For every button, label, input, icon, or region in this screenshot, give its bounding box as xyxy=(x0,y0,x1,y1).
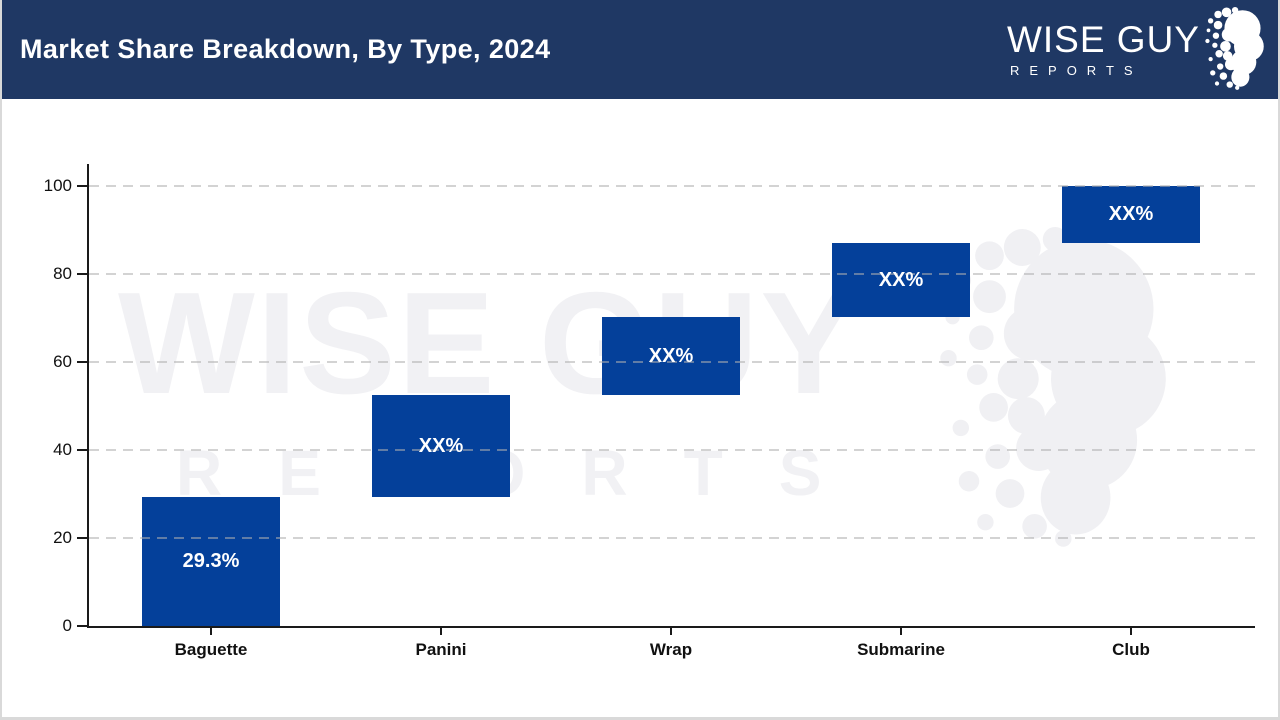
logo-text: WISE GUY REPORTS xyxy=(1007,21,1200,78)
x-axis-category-label: Club xyxy=(1112,640,1150,659)
y-tick-mark xyxy=(77,361,87,363)
page-title: Market Share Breakdown, By Type, 2024 xyxy=(20,34,551,64)
y-axis-tick-label: 100 xyxy=(43,176,72,195)
y-axis-tick-label: 20 xyxy=(53,528,72,547)
waterfall-chart: WISE GUY REPORTS 29.3% XX% XX% XX% XX% 0 20 40… xyxy=(0,99,1280,720)
gridline xyxy=(89,273,1255,275)
logo-subtitle: REPORTS xyxy=(1009,63,1143,78)
logo-head-icon xyxy=(1205,7,1264,90)
x-tick-mark xyxy=(210,628,212,635)
y-tick-mark xyxy=(77,449,87,451)
bar-segment xyxy=(372,395,510,498)
header-bar: Market Share Breakdown, By Type, 2024 WI… xyxy=(0,0,1280,99)
x-tick-mark xyxy=(670,628,672,635)
x-axis-category-label: Submarine xyxy=(857,640,945,659)
y-axis-tick-label: 0 xyxy=(62,616,72,635)
bar-segment xyxy=(602,317,740,395)
bar-segment xyxy=(832,243,970,318)
y-axis-tick-label: 60 xyxy=(53,352,72,371)
y-tick-mark xyxy=(77,625,87,627)
bar-value-label: XX% xyxy=(648,344,694,367)
y-axis-tick-label: 80 xyxy=(53,264,72,283)
x-tick-mark xyxy=(900,628,902,635)
gridline xyxy=(89,361,1255,363)
gridline xyxy=(89,537,1255,539)
wise-guy-logo: WISE GUY REPORTS xyxy=(1007,7,1266,92)
bar-value-label: 29.3% xyxy=(182,550,240,573)
y-axis-tick-label: 40 xyxy=(53,440,72,459)
x-axis-category-label: Baguette xyxy=(174,640,248,659)
bar-segment xyxy=(1062,186,1200,244)
bar-value-label: XX% xyxy=(1108,203,1154,226)
x-tick-mark xyxy=(1130,628,1132,635)
logo-wordmark: WISE GUY xyxy=(1006,19,1200,60)
bar-segment xyxy=(142,497,280,626)
x-axis-category-label: Wrap xyxy=(649,640,693,659)
bar-value-label: XX% xyxy=(878,268,924,291)
x-axis-category-label: Panini xyxy=(415,640,467,659)
y-tick-mark xyxy=(77,185,87,187)
y-tick-mark xyxy=(77,537,87,539)
y-tick-mark xyxy=(77,273,87,275)
gridline xyxy=(89,449,1255,451)
bar-value-label: XX% xyxy=(418,434,464,457)
x-axis-line xyxy=(87,626,1255,628)
x-tick-mark xyxy=(440,628,442,635)
gridline xyxy=(89,185,1255,187)
y-axis-line xyxy=(87,164,89,628)
